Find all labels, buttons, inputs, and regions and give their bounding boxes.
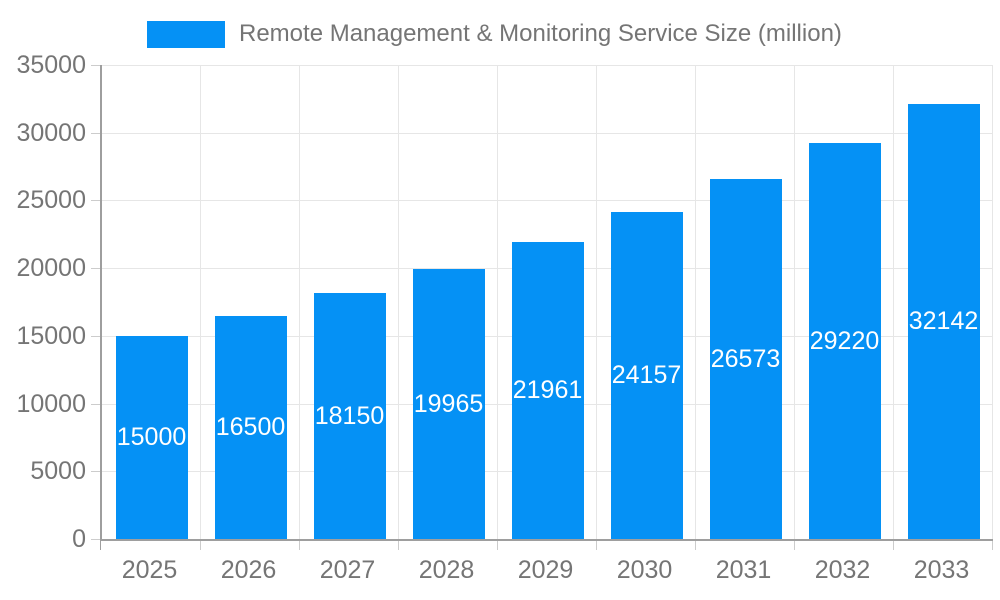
x-tick-label: 2025 [121, 556, 178, 584]
x-tick [695, 541, 696, 550]
y-tick [91, 403, 100, 405]
y-tick [91, 471, 100, 473]
h-gridline [102, 132, 993, 134]
x-tick-label: 2028 [418, 556, 475, 584]
y-tick [91, 539, 100, 540]
bar-2031[interactable]: 26573 [709, 179, 782, 539]
y-tick-label: 20000 [16, 254, 86, 283]
y-tick-label: 30000 [16, 118, 86, 147]
legend: Remote Management & Monitoring Service S… [147, 20, 842, 48]
bar-2026[interactable]: 16500 [214, 315, 287, 539]
x-tick [893, 541, 894, 550]
y-tick-label: 25000 [16, 186, 86, 215]
y-tick-label: 5000 [30, 457, 86, 486]
bar-2032[interactable]: 29220 [808, 143, 881, 539]
v-gridline [794, 65, 795, 539]
legend-swatch [147, 20, 225, 48]
v-gridline [695, 65, 696, 539]
v-gridline [497, 65, 498, 539]
bar-value-label: 15000 [116, 423, 187, 452]
bar-value-label: 16500 [215, 413, 286, 442]
bar-value-label: 26573 [710, 345, 781, 374]
bar-value-label: 32142 [908, 307, 979, 336]
h-gridline [102, 65, 993, 66]
v-gridline [299, 65, 300, 539]
x-tick [794, 541, 795, 550]
y-tick-label: 15000 [16, 321, 86, 350]
x-tick [100, 541, 101, 550]
x-tick-label: 2031 [715, 556, 772, 584]
bar-value-label: 18150 [314, 402, 385, 431]
y-tick-label: 10000 [16, 389, 86, 418]
x-tick-label: 2026 [220, 556, 277, 584]
bar-2025[interactable]: 15000 [115, 335, 188, 539]
bar-value-label: 19965 [413, 389, 484, 418]
y-tick-label: 0 [72, 525, 86, 553]
x-tick-label: 2027 [319, 556, 376, 584]
y-tick [91, 335, 100, 337]
bar-2033[interactable]: 32142 [907, 103, 980, 539]
bar-value-label: 21961 [512, 376, 583, 405]
x-axis-labels: 2025 2026 2027 2028 2029 2030 2031 2032 2033 [100, 556, 991, 586]
bar-2028[interactable]: 19965 [412, 268, 485, 539]
h-gridline [102, 200, 993, 202]
v-gridline [992, 65, 993, 539]
bar-value-label: 24157 [611, 361, 682, 390]
x-tick [299, 541, 300, 550]
x-tick-label: 2033 [913, 556, 970, 584]
x-tick [497, 541, 498, 550]
y-tick [91, 268, 100, 270]
y-tick [91, 65, 100, 66]
x-tick-label: 2029 [517, 556, 574, 584]
y-tick [91, 200, 100, 202]
x-tick [398, 541, 399, 550]
v-gridline [893, 65, 894, 539]
v-gridline [596, 65, 597, 539]
v-gridline [200, 65, 201, 539]
x-tick [596, 541, 597, 550]
x-tick [992, 541, 993, 550]
bar-2030[interactable]: 24157 [610, 211, 683, 539]
bar-2027[interactable]: 18150 [313, 293, 386, 539]
x-tick-label: 2032 [814, 556, 871, 584]
bar-2029[interactable]: 21961 [511, 241, 584, 539]
plot-area: 15000 16500 18150 19965 21961 24157 26573 29220… [91, 65, 993, 550]
x-tick [200, 541, 201, 550]
y-tick [91, 132, 100, 134]
v-gridline [398, 65, 399, 539]
y-tick-label: 35000 [16, 51, 86, 79]
bar-value-label: 29220 [809, 327, 880, 356]
x-tick-label: 2030 [616, 556, 673, 584]
legend-label: Remote Management & Monitoring Service S… [239, 20, 842, 47]
y-axis-labels: 0 5000 10000 15000 20000 25000 30000 35000 [0, 52, 86, 552]
